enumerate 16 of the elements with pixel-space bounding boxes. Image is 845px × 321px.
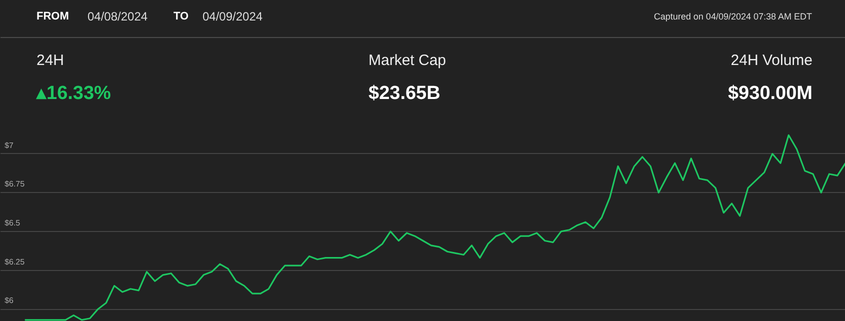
text: $930.00M bbox=[728, 83, 813, 104]
y-tick-label: $6 bbox=[4, 296, 14, 306]
text: FROM bbox=[36, 10, 69, 22]
y-tick-label: $6.75 bbox=[4, 180, 26, 189]
y-tick-label: $6.5 bbox=[4, 218, 21, 228]
text: TO bbox=[174, 10, 190, 22]
text: 24H bbox=[36, 52, 64, 69]
text: Captured on 04/09/2024 07:38 AM EDT bbox=[654, 12, 813, 22]
y-tick-label: $7 bbox=[4, 140, 14, 150]
text: 24H Volume bbox=[730, 52, 812, 69]
text: 04/09/2024 bbox=[202, 10, 263, 24]
text: Market Cap bbox=[368, 52, 446, 69]
text: $23.65B bbox=[368, 83, 440, 104]
text: ▴16.33% bbox=[36, 83, 112, 104]
text: 04/08/2024 bbox=[88, 10, 148, 24]
y-tick-label: $6.25 bbox=[4, 257, 26, 266]
